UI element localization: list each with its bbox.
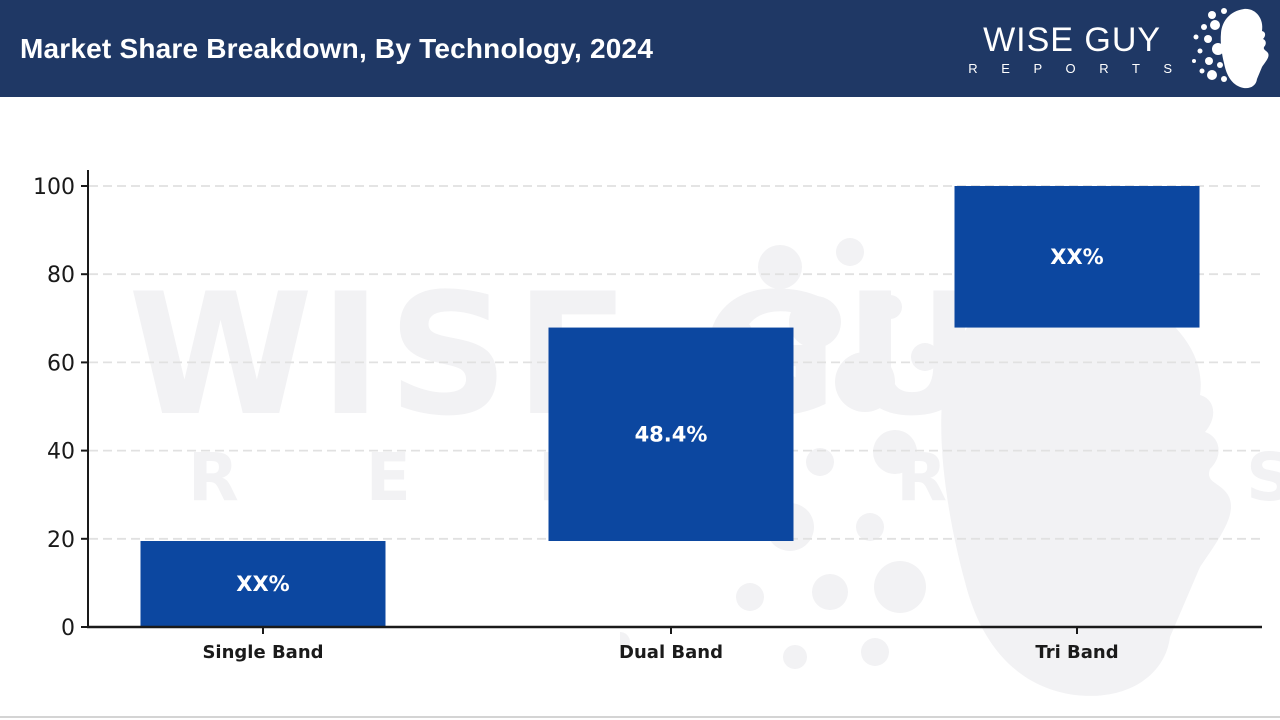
brand-name: WISE GUY bbox=[983, 20, 1162, 59]
bar-single-band bbox=[140, 541, 386, 627]
bar-dual-band bbox=[548, 327, 794, 542]
brand-subtitle: R E P O R T S bbox=[968, 60, 1182, 76]
bar-value-label: XX% bbox=[1050, 245, 1103, 269]
brand-face-icon bbox=[1192, 7, 1269, 88]
y-tick-label: 80 bbox=[47, 263, 75, 288]
brand-logo-text: WISE GUY R E P O R T S bbox=[962, 23, 1182, 75]
y-tick-label: 100 bbox=[33, 175, 75, 200]
bottom-divider bbox=[0, 716, 1280, 718]
x-tick-label: Dual Band bbox=[619, 642, 723, 663]
page-title: Market Share Breakdown, By Technology, 2… bbox=[20, 32, 654, 64]
y-tick-label: 40 bbox=[47, 440, 75, 465]
brand-logo: WISE GUY R E P O R T S bbox=[962, 5, 1274, 93]
y-tick-label: 20 bbox=[47, 528, 75, 553]
header-bar: Market Share Breakdown, By Technology, 2… bbox=[0, 0, 1280, 97]
bar-value-label: 48.4% bbox=[635, 422, 708, 446]
bar-tri-band bbox=[954, 186, 1200, 328]
bar-value-label: XX% bbox=[236, 572, 289, 596]
y-tick-label: 0 bbox=[61, 616, 75, 641]
x-tick-label: Tri Band bbox=[1035, 642, 1118, 663]
y-tick-label: 60 bbox=[47, 351, 75, 376]
x-tick-label: Single Band bbox=[202, 642, 323, 663]
